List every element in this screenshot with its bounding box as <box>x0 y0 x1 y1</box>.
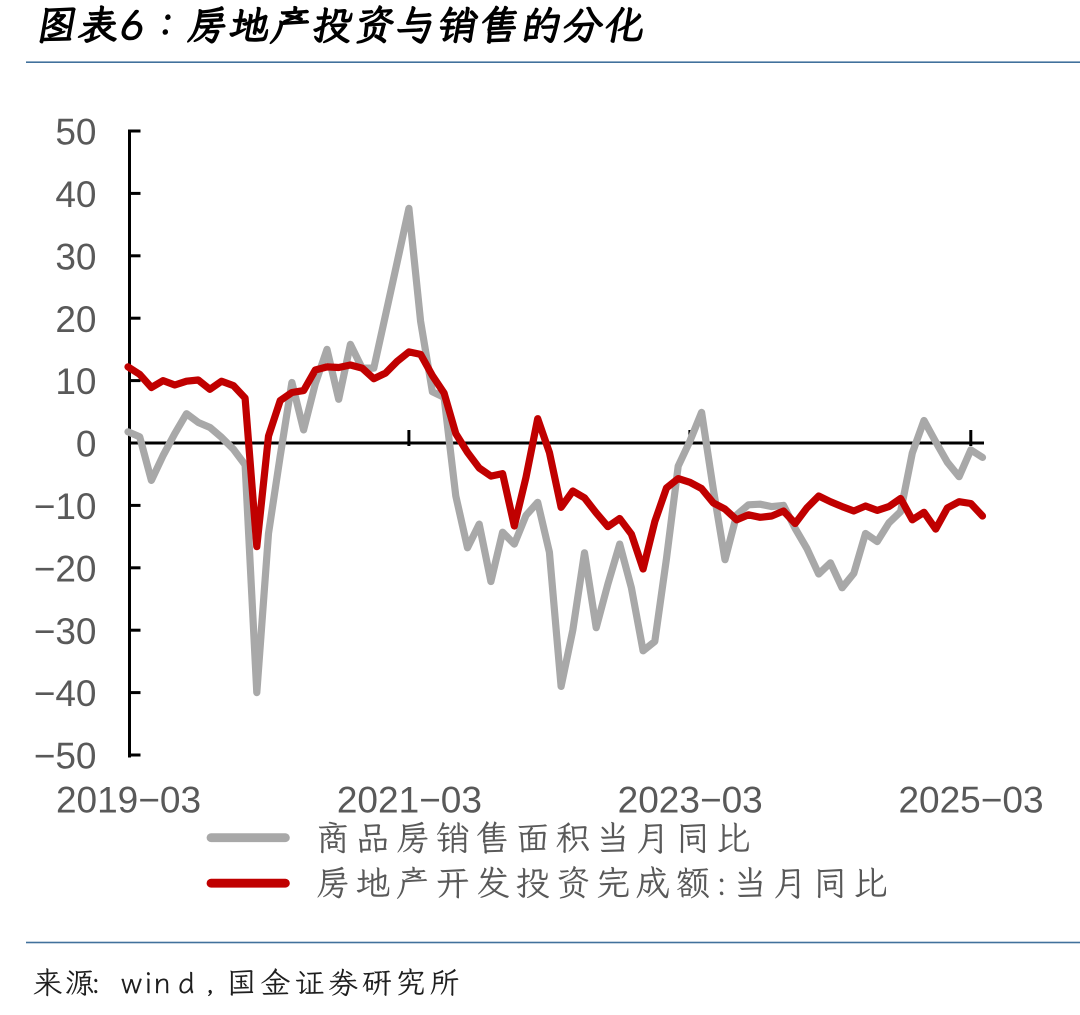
svg-text:2019−03: 2019−03 <box>56 780 201 821</box>
svg-text:−10: −10 <box>34 486 97 527</box>
svg-text:10: 10 <box>55 361 96 402</box>
svg-text:2021−03: 2021−03 <box>337 780 482 821</box>
svg-text:−50: −50 <box>34 736 97 777</box>
svg-text:2025−03: 2025−03 <box>898 780 1043 821</box>
svg-text:50: 50 <box>55 112 96 153</box>
svg-text:−20: −20 <box>34 548 97 589</box>
svg-text:30: 30 <box>55 236 96 277</box>
svg-text:−40: −40 <box>34 673 97 714</box>
svg-text:20: 20 <box>55 299 96 340</box>
svg-text:2023−03: 2023−03 <box>618 780 763 821</box>
svg-text:0: 0 <box>76 424 97 465</box>
svg-text:40: 40 <box>55 174 96 215</box>
svg-text:−30: −30 <box>34 611 97 652</box>
